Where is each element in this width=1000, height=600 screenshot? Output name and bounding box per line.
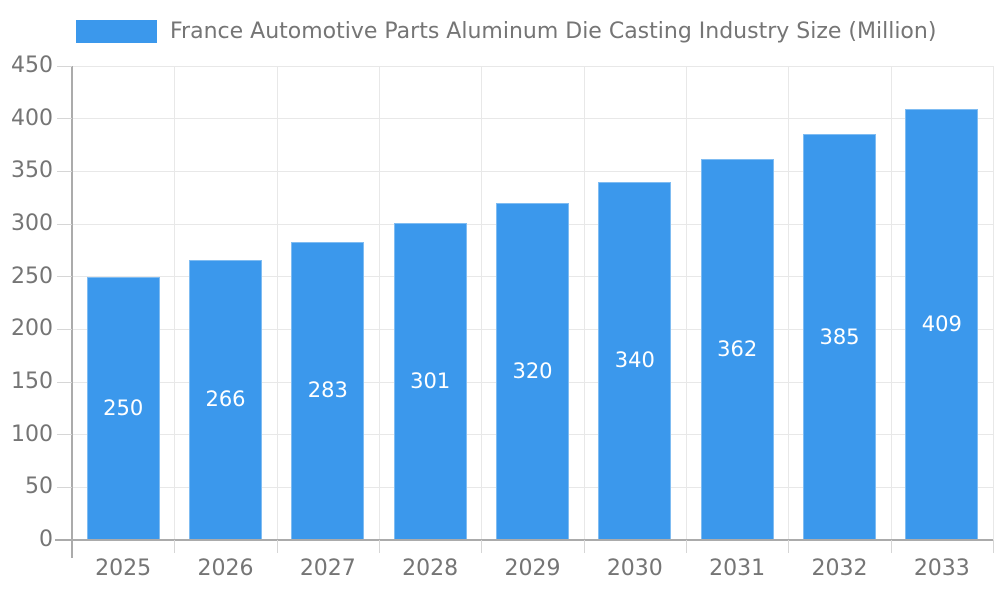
bar[interactable]: 301 xyxy=(393,222,467,540)
bar-value-label: 266 xyxy=(205,387,246,412)
y-axis-tick xyxy=(57,223,72,225)
y-axis-tick xyxy=(57,65,72,67)
x-axis-tick-label: 2028 xyxy=(402,556,459,581)
gridline-vertical xyxy=(583,66,585,540)
bar-value-label: 283 xyxy=(307,378,348,403)
gridline-horizontal xyxy=(72,170,993,172)
y-axis-tick xyxy=(57,434,72,436)
gridline-vertical xyxy=(378,66,380,540)
y-axis-tick-label: 50 xyxy=(25,474,53,500)
x-axis-tick-label: 2025 xyxy=(95,556,152,581)
x-axis-tick-label: 2027 xyxy=(299,556,356,581)
y-axis-tick-label: 200 xyxy=(11,316,53,342)
x-axis-tick xyxy=(890,540,892,553)
bar[interactable]: 283 xyxy=(291,241,365,540)
bar-value-label: 385 xyxy=(819,324,860,349)
bar[interactable]: 409 xyxy=(905,109,979,540)
x-axis-tick-label: 2031 xyxy=(709,556,766,581)
x-axis-tick-label: 2033 xyxy=(913,556,970,581)
gridline-vertical xyxy=(173,66,175,540)
y-axis-tick-label: 300 xyxy=(11,211,53,236)
bar-value-label: 320 xyxy=(512,358,553,383)
bar[interactable]: 385 xyxy=(803,134,876,540)
bar[interactable]: 362 xyxy=(700,158,774,540)
gridline-vertical xyxy=(276,66,278,540)
y-axis-tick xyxy=(57,170,72,172)
bar-value-label: 340 xyxy=(614,348,655,373)
bar[interactable]: 320 xyxy=(496,202,569,540)
plot-area: 250 266 283 301 320 340 362 385 409 xyxy=(72,65,994,540)
gridline-horizontal xyxy=(72,65,993,67)
x-axis-tick xyxy=(685,540,687,553)
y-axis-tick-label: 0 xyxy=(39,527,53,552)
legend-label: France Automotive Parts Aluminum Die Cas… xyxy=(170,19,937,44)
bar[interactable]: 266 xyxy=(189,259,262,540)
x-axis-tick xyxy=(480,540,482,553)
x-axis-tick-label: 2026 xyxy=(197,556,254,581)
bar-value-label: 362 xyxy=(717,336,758,361)
legend-item[interactable]: France Automotive Parts Aluminum Die Cas… xyxy=(76,19,936,44)
x-axis-tick-label: 2029 xyxy=(504,556,561,581)
y-axis-tick-label: 400 xyxy=(11,105,53,131)
x-axis-tick-label: 2032 xyxy=(811,556,868,581)
gridline-vertical xyxy=(992,66,994,540)
y-axis-line xyxy=(71,66,73,558)
x-axis-line xyxy=(55,539,993,541)
gridline-vertical xyxy=(787,66,789,540)
x-axis-tick-label: 2030 xyxy=(606,556,663,581)
x-axis-tick xyxy=(378,540,380,553)
y-axis-tick xyxy=(57,381,72,383)
x-axis-tick xyxy=(276,540,278,553)
y-axis-tick-label: 450 xyxy=(11,53,53,78)
y-axis-tick-label: 250 xyxy=(11,263,53,289)
bar[interactable]: 340 xyxy=(598,181,672,540)
bar-value-label: 409 xyxy=(921,312,962,337)
y-axis-tick xyxy=(57,118,72,120)
y-axis-tick xyxy=(57,486,72,488)
x-axis-tick xyxy=(787,540,789,553)
y-axis-tick-label: 150 xyxy=(11,369,53,394)
gridline-vertical xyxy=(890,66,892,540)
bar[interactable]: 250 xyxy=(86,276,160,540)
gridline-horizontal xyxy=(72,118,993,120)
y-axis-tick xyxy=(57,328,72,330)
y-axis-tick-label: 100 xyxy=(11,421,53,447)
x-axis-tick xyxy=(583,540,585,553)
legend-swatch xyxy=(76,20,157,43)
bar-value-label: 250 xyxy=(103,395,144,420)
x-axis-tick xyxy=(992,540,994,553)
y-axis-tick-label: 350 xyxy=(11,158,53,184)
bar-value-label: 301 xyxy=(410,368,451,393)
y-axis-tick xyxy=(57,276,72,278)
gridline-vertical xyxy=(685,66,687,540)
x-axis-tick xyxy=(173,540,175,553)
gridline-vertical xyxy=(480,66,482,540)
